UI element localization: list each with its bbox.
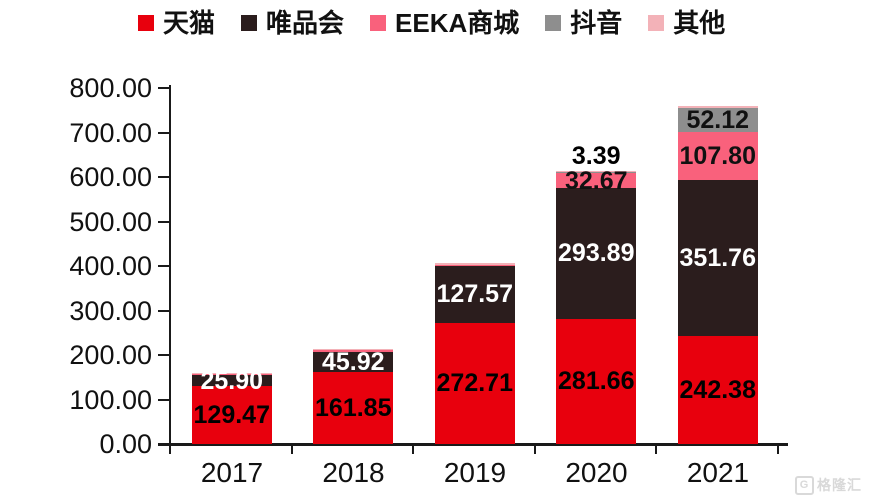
x-axis-label: 2021 [686,457,750,488]
bar-value-label: 281.66 [558,367,635,396]
bar-segment [677,179,758,337]
bar-segment [313,371,394,444]
y-axis-tick [158,87,171,89]
x-axis-label: 2019 [443,457,507,488]
y-axis-label: 700.00 [69,117,152,148]
bar-segment [434,262,515,265]
y-axis-tick [158,176,171,178]
x-axis-tick [412,444,414,454]
watermark: G 格隆汇 [795,475,862,495]
bar-segment [556,170,637,172]
legend-item: 抖音 [545,8,622,38]
legend-swatch-icon [545,15,562,31]
x-axis-label: 2020 [565,457,628,488]
legend-label: EEKA商城 [395,8,520,38]
x-axis-line [158,443,788,446]
bar-value-label: 351.76 [679,243,756,272]
bar-value-label: 161.85 [315,393,392,422]
bar-value-label: 3.39 [571,141,621,170]
y-axis-label: 800.00 [69,73,152,103]
bar-segment [313,350,394,352]
watermark-logo-icon: G [795,475,814,495]
watermark-text: 格隆汇 [817,477,862,493]
bar-segment [556,187,637,319]
bar-segment [556,173,637,188]
x-axis-tick [169,444,171,454]
x-axis-tick [290,444,293,454]
y-axis-tick [158,443,171,445]
y-axis-label: 500.00 [69,206,152,237]
legend-label: 其他 [673,8,726,38]
legend-swatch-icon [138,15,154,31]
bar-value-label: 127.57 [436,280,513,309]
bar-segment [191,386,272,444]
bar-segment [313,349,394,351]
legend-label: 天猫 [163,8,216,38]
bar-value-label: 45.92 [321,347,385,376]
bar-value-label: 107.80 [679,141,756,170]
bar-value-label: 32.67 [564,166,628,195]
y-axis-tick [158,265,171,267]
bar-value-label: 25.90 [200,366,264,395]
legend-item: 天猫 [138,8,215,38]
y-axis-label: 400.00 [69,251,152,281]
legend-item: 其他 [648,8,725,38]
legend-swatch-icon [648,15,665,31]
y-axis-tick [158,131,171,134]
bar-segment [556,318,637,444]
legend-swatch-icon [241,15,258,31]
x-axis-tick [776,444,779,454]
legend-item: EEKA商城 [370,8,519,38]
bar-value-label: 272.71 [436,369,513,398]
bar-segment [434,322,515,444]
legend-label: 唯品会 [266,8,345,38]
bar-segment [677,106,758,109]
y-axis-label: 200.00 [69,340,152,370]
bar-segment [313,351,394,372]
y-axis-label: 300.00 [69,295,152,326]
bar-segment [434,264,515,266]
x-axis-label: 2018 [322,457,385,488]
y-axis-label: 0.00 [99,429,152,459]
legend: 天猫 唯品会 EEKA商城 抖音 其他 [138,8,725,38]
bar-segment [191,374,272,387]
y-axis-tick [158,354,171,356]
bar-segment [677,108,758,132]
x-axis-tick [533,444,536,454]
bar-segment [677,336,758,444]
y-axis-label: 600.00 [69,162,152,192]
bar-segment [191,373,272,375]
bar-value-label: 52.12 [686,106,750,135]
y-axis-line [169,85,171,444]
bar-segment [434,265,515,323]
y-axis-label: 100.00 [69,384,152,415]
bar-segment [191,374,272,375]
legend-item: 唯品会 [241,8,344,38]
bar-value-label: 242.38 [679,376,756,405]
legend-swatch-icon [370,15,387,31]
bar-segment [677,131,758,180]
y-axis-tick [158,309,171,312]
bar-value-label: 129.47 [193,401,270,430]
bar-segment [556,171,637,174]
y-axis-tick [158,398,171,401]
bar-value-label: 293.89 [558,239,635,268]
x-axis-tick [655,444,657,454]
y-axis-tick [158,220,171,223]
x-axis-label: 2017 [200,457,264,488]
legend-label: 抖音 [570,8,623,38]
